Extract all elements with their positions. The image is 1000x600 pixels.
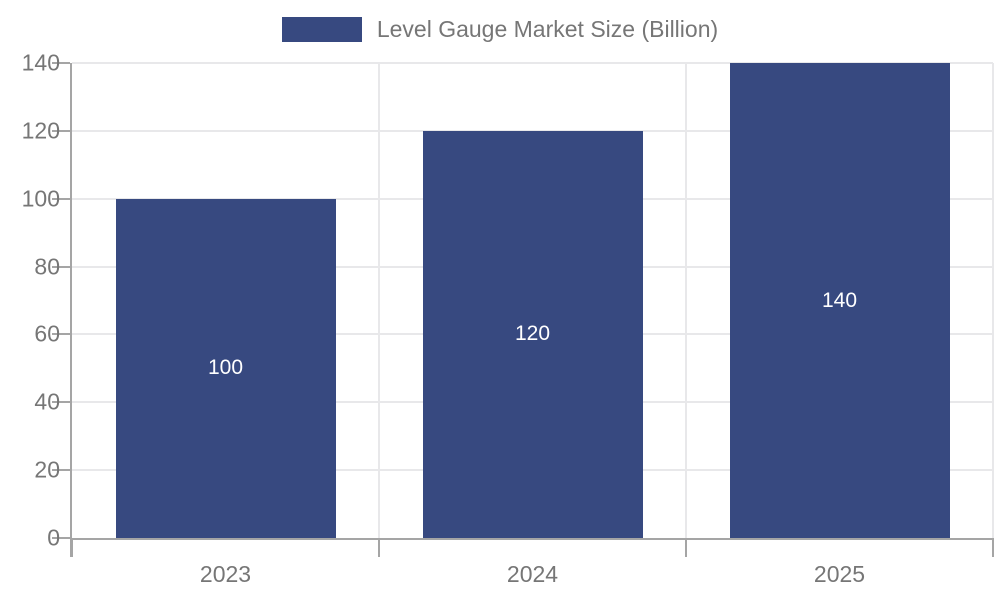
gridline-vertical xyxy=(992,63,994,538)
y-axis-tick-label: 80 xyxy=(34,253,60,280)
y-axis-tick xyxy=(52,333,70,336)
bar-value-label: 120 xyxy=(514,322,551,346)
y-axis-line xyxy=(70,63,72,557)
y-axis-tick xyxy=(52,469,70,472)
plot-area: 100 120 140 0 20 40 60 80 100 120 140 2023 2024 2025 xyxy=(22,51,994,586)
gridline-horizontal xyxy=(72,129,993,132)
y-axis-tick-label: 100 xyxy=(21,185,60,212)
y-axis-tick-label: 140 xyxy=(21,49,60,76)
x-axis-tick xyxy=(71,538,73,557)
gridline-vertical xyxy=(378,63,380,538)
gridline-horizontal xyxy=(72,62,993,64)
y-axis-tick-label: 60 xyxy=(34,320,60,347)
x-axis-line xyxy=(72,538,993,540)
x-axis-tick-label: 2024 xyxy=(506,561,559,587)
x-axis-tick xyxy=(685,538,687,557)
x-axis-tick-label: 2023 xyxy=(199,561,252,587)
y-axis-tick xyxy=(52,129,70,132)
y-axis-tick-label: 120 xyxy=(21,117,60,144)
y-axis-tick xyxy=(52,197,70,200)
y-axis-tick xyxy=(52,401,70,404)
y-axis-tick xyxy=(52,62,70,64)
legend-item[interactable]: Level Gauge Market Size (Billion) xyxy=(0,15,1000,43)
y-axis-tick xyxy=(52,265,70,268)
legend-swatch xyxy=(281,16,362,42)
bar-2024[interactable]: 120 xyxy=(422,130,643,538)
bar-value-label: 140 xyxy=(821,288,858,312)
legend-label: Level Gauge Market Size (Billion) xyxy=(376,16,719,42)
bar-2025[interactable]: 140 xyxy=(729,63,950,538)
bar-2023[interactable]: 100 xyxy=(115,198,336,538)
bar-value-label: 100 xyxy=(207,356,244,380)
x-axis-tick xyxy=(378,538,380,557)
x-axis-tick-label: 2025 xyxy=(813,561,866,587)
y-axis-tick-label: 20 xyxy=(34,456,60,483)
gridline-vertical xyxy=(685,63,687,538)
y-axis-tick xyxy=(52,537,70,539)
x-axis-tick xyxy=(992,538,994,557)
y-axis-tick-label: 0 xyxy=(47,524,60,551)
y-axis-tick-label: 40 xyxy=(34,388,60,415)
